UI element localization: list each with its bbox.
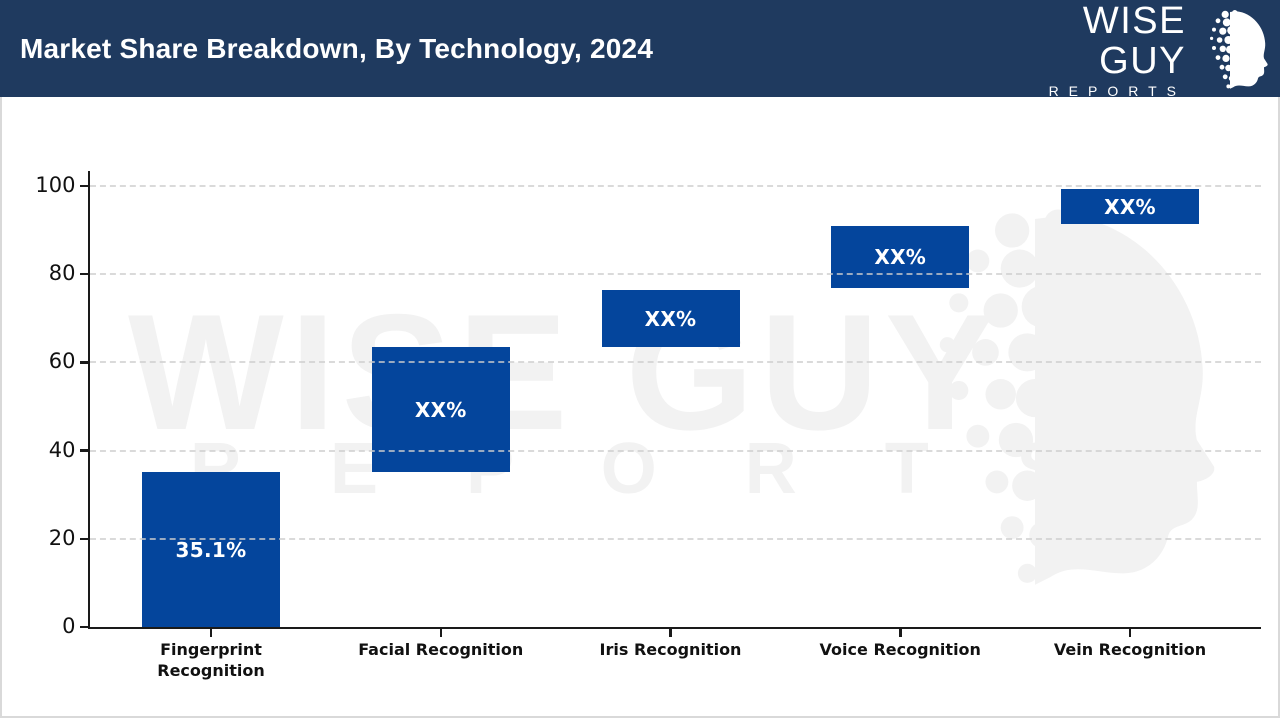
header-bar: Market Share Breakdown, By Technology, 2… [0,0,1280,99]
bar-value-label: XX% [1104,194,1156,219]
head-profile-icon [1210,10,1268,89]
y-tick-label: 80 [48,261,76,286]
wise-guy-reports-logo: WISE GUY REPORTS [1005,1,1270,99]
category-label: Facial Recognition [358,640,524,659]
bar-value-label: 35.1% [175,537,247,562]
logo-subtitle: REPORTS [1048,83,1186,99]
x-axis-tick [439,629,442,637]
bar-segment: 35.1% [142,472,280,627]
category-label: Iris Recognition [599,640,742,659]
x-axis-tick [899,629,902,637]
x-axis-tick [1128,629,1132,637]
gridline [89,361,1261,364]
bar-value-label: XX% [644,306,697,331]
x-axis-line [87,626,1261,629]
y-axis-line [87,170,90,630]
bar-value-label: XX% [874,244,927,269]
y-axis-tick [79,625,88,629]
bar-segment: XX% [601,290,740,347]
bar-segment: XX% [371,347,510,473]
y-tick-label: 60 [48,349,76,374]
bar-segment: XX% [1061,189,1199,225]
y-axis-tick [79,537,88,541]
category-label: Fingerprint Recognition [157,640,265,680]
x-axis-tick [669,629,672,637]
gridline [89,185,1261,187]
watermark-wordmark: WISE GUY [128,280,1002,464]
y-axis-tick [79,184,88,188]
page-title: Market Share Breakdown, By Technology, 2… [20,32,654,64]
y-tick-label: 0 [62,614,76,638]
bar-segment: XX% [831,225,970,289]
y-tick-label: 40 [48,437,76,462]
y-tick-label: 100 [35,173,76,197]
logo-text: WISE GUY REPORTS [1005,1,1186,99]
y-tick-label: 20 [48,525,76,550]
watermark-subtitle: R E P O R T S [190,429,1099,509]
y-axis-tick [79,272,88,276]
gridline [89,537,1261,540]
gridline [89,273,1261,276]
logo-wordmark: WISE GUY [1082,0,1186,82]
y-axis-tick [79,449,88,452]
y-axis-tick [79,361,88,364]
category-label: Voice Recognition [819,640,981,659]
x-axis-tick [209,629,213,637]
bar-value-label: XX% [414,397,467,422]
category-label: Vein Recognition [1053,640,1207,659]
gridline [89,449,1261,452]
